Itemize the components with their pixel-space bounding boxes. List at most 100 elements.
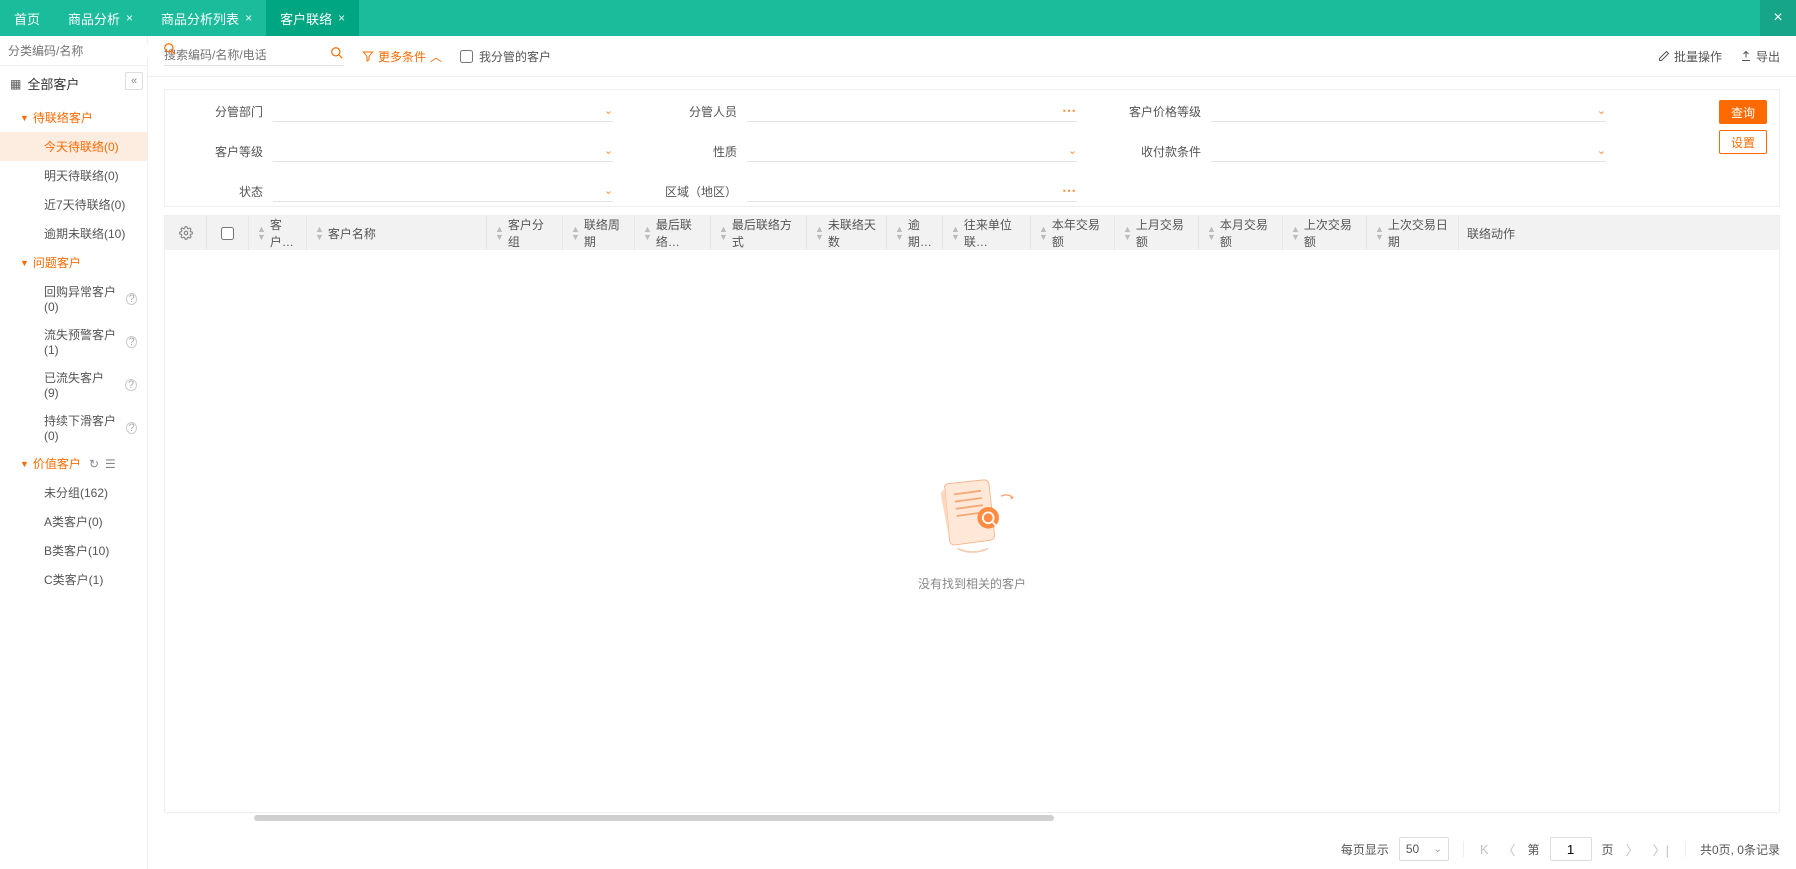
sidebar-all-customers[interactable]: ▦ 全部客户 «: [0, 66, 147, 101]
table-column-header[interactable]: ▲▼未联络天数: [807, 216, 887, 250]
top-tab[interactable]: 商品分析×: [54, 0, 147, 36]
query-button[interactable]: 查询: [1719, 100, 1767, 124]
help-icon[interactable]: ?: [126, 293, 137, 305]
chevron-down-icon[interactable]: ⌄: [1068, 144, 1077, 157]
filter-label: 性质: [653, 143, 737, 160]
filter-input[interactable]: ⌄: [273, 100, 613, 122]
filter-input[interactable]: ⌄: [1211, 100, 1606, 122]
export-button[interactable]: 导出: [1740, 48, 1780, 65]
help-icon[interactable]: ?: [126, 422, 137, 434]
more-conditions-toggle[interactable]: 更多条件 ︿: [362, 48, 442, 65]
filter-field: 客户价格等级⌄: [1117, 100, 1606, 122]
select-all-checkbox[interactable]: [221, 227, 234, 240]
per-page-select[interactable]: 50 ⌄: [1399, 837, 1449, 861]
table-column-header[interactable]: 联络动作: [1459, 216, 1529, 250]
refresh-icon[interactable]: ↻: [89, 457, 99, 471]
my-customers-checkbox-wrap[interactable]: 我分管的客户: [460, 48, 551, 65]
column-label: 本月交易额: [1220, 216, 1274, 250]
table-column-header[interactable]: ▲▼本月交易额: [1199, 216, 1283, 250]
sort-icon: ▲▼: [1039, 225, 1048, 241]
table-column-header[interactable]: ▲▼上次交易额: [1283, 216, 1367, 250]
filter-input[interactable]: ⌄: [273, 180, 613, 202]
chevron-down-icon[interactable]: ⌄: [604, 184, 613, 197]
more-conditions-label: 更多条件: [378, 48, 426, 65]
tree-item[interactable]: B类客户(10): [0, 536, 147, 565]
chevron-down-icon[interactable]: ⌄: [604, 144, 613, 157]
tree-item[interactable]: 持续下滑客户(0)?: [0, 406, 147, 449]
help-icon[interactable]: ?: [126, 336, 137, 348]
tree-item[interactable]: 今天待联络(0): [0, 132, 147, 161]
pager-page-input[interactable]: [1550, 837, 1592, 861]
table-header: ▲▼客户…▲▼客户名称▲▼客户分组▲▼联络周期▲▼最后联络…▲▼最后联络方式▲▼…: [165, 216, 1779, 250]
ellipsis-icon[interactable]: ⋯: [1062, 182, 1077, 199]
batch-action-label: 批量操作: [1674, 48, 1722, 65]
sort-icon: ▲▼: [495, 225, 504, 241]
list-icon[interactable]: ☰: [105, 457, 116, 471]
pager-last[interactable]: 〉|: [1651, 840, 1671, 859]
top-tab[interactable]: 首页: [0, 0, 54, 36]
filter-input[interactable]: ⋯: [747, 100, 1077, 122]
filter-input[interactable]: ⌄: [747, 140, 1077, 162]
toolbar-search-input[interactable]: [164, 48, 330, 62]
tree-group[interactable]: ▼问题客户: [0, 248, 147, 277]
tree-item[interactable]: 明天待联络(0): [0, 161, 147, 190]
tree-group-label: 价值客户: [33, 455, 81, 472]
table-column-header[interactable]: ▲▼往来单位联…: [943, 216, 1031, 250]
settings-button[interactable]: 设置: [1719, 130, 1767, 154]
grid-icon: ▦: [10, 77, 21, 91]
table-column-header[interactable]: ▲▼客户…: [249, 216, 307, 250]
pager-first[interactable]: K: [1478, 842, 1491, 857]
top-tab[interactable]: 客户联络×: [266, 0, 359, 36]
top-tab[interactable]: 商品分析列表×: [147, 0, 266, 36]
sidebar-search-input[interactable]: [8, 44, 163, 58]
table-column-header[interactable]: ▲▼上次交易日期: [1367, 216, 1459, 250]
close-icon[interactable]: ×: [338, 11, 345, 25]
table-column-header[interactable]: ▲▼最后联络方式: [711, 216, 807, 250]
pager-prev[interactable]: 〈: [1501, 840, 1518, 859]
search-icon[interactable]: [330, 46, 344, 63]
close-icon[interactable]: ×: [126, 11, 133, 25]
tree-item[interactable]: 回购异常客户(0)?: [0, 277, 147, 320]
column-label: 联络周期: [584, 216, 626, 250]
tree-group[interactable]: ▼价值客户↻☰: [0, 449, 147, 478]
table-column-header[interactable]: ▲▼上月交易额: [1115, 216, 1199, 250]
tree-item-label: 近7天待联络(0): [44, 196, 125, 213]
filter-label: 区域（地区）: [653, 183, 737, 200]
tree-item-label: 回购异常客户(0): [44, 283, 118, 314]
edit-icon: [1658, 50, 1670, 62]
close-icon[interactable]: ×: [245, 11, 252, 25]
table-column-header[interactable]: ▲▼客户名称: [307, 216, 487, 250]
table-column-header[interactable]: ▲▼联络周期: [563, 216, 635, 250]
table-column-header[interactable]: ▲▼本年交易额: [1031, 216, 1115, 250]
sidebar-collapse-button[interactable]: «: [125, 72, 143, 90]
chevron-down-icon[interactable]: ⌄: [1597, 144, 1606, 157]
pager-next[interactable]: 〉: [1624, 840, 1641, 859]
table-column-header[interactable]: ▲▼最后联络…: [635, 216, 711, 250]
filter-input[interactable]: ⌄: [273, 140, 613, 162]
sort-icon: ▲▼: [951, 225, 960, 241]
top-bar-close-button[interactable]: ×: [1760, 0, 1796, 36]
tree-item[interactable]: 已流失客户(9)?: [0, 363, 147, 406]
table-column-header[interactable]: ▲▼逾期…: [887, 216, 943, 250]
table-column-header[interactable]: ▲▼客户分组: [487, 216, 563, 250]
ellipsis-icon[interactable]: ⋯: [1062, 102, 1077, 119]
filter-input[interactable]: ⌄: [1211, 140, 1606, 162]
chevron-down-icon[interactable]: ⌄: [604, 104, 613, 117]
help-icon[interactable]: ?: [125, 379, 137, 391]
caret-down-icon: ▼: [20, 258, 29, 268]
filter-input[interactable]: ⋯: [747, 180, 1077, 202]
search-icon[interactable]: [163, 42, 177, 59]
column-label: 联络动作: [1467, 225, 1515, 242]
tree-item[interactable]: 逾期未联络(10): [0, 219, 147, 248]
table-config-button[interactable]: [165, 216, 207, 250]
tree-item[interactable]: A类客户(0): [0, 507, 147, 536]
tree-item[interactable]: 流失预警客户(1)?: [0, 320, 147, 363]
batch-action-button[interactable]: 批量操作: [1658, 48, 1722, 65]
my-customers-checkbox[interactable]: [460, 50, 473, 63]
tree-group[interactable]: ▼待联络客户: [0, 103, 147, 132]
horizontal-scrollbar[interactable]: [164, 813, 1780, 823]
tree-item[interactable]: 未分组(162): [0, 478, 147, 507]
chevron-down-icon[interactable]: ⌄: [1597, 104, 1606, 117]
tree-item[interactable]: C类客户(1): [0, 565, 147, 594]
tree-item[interactable]: 近7天待联络(0): [0, 190, 147, 219]
